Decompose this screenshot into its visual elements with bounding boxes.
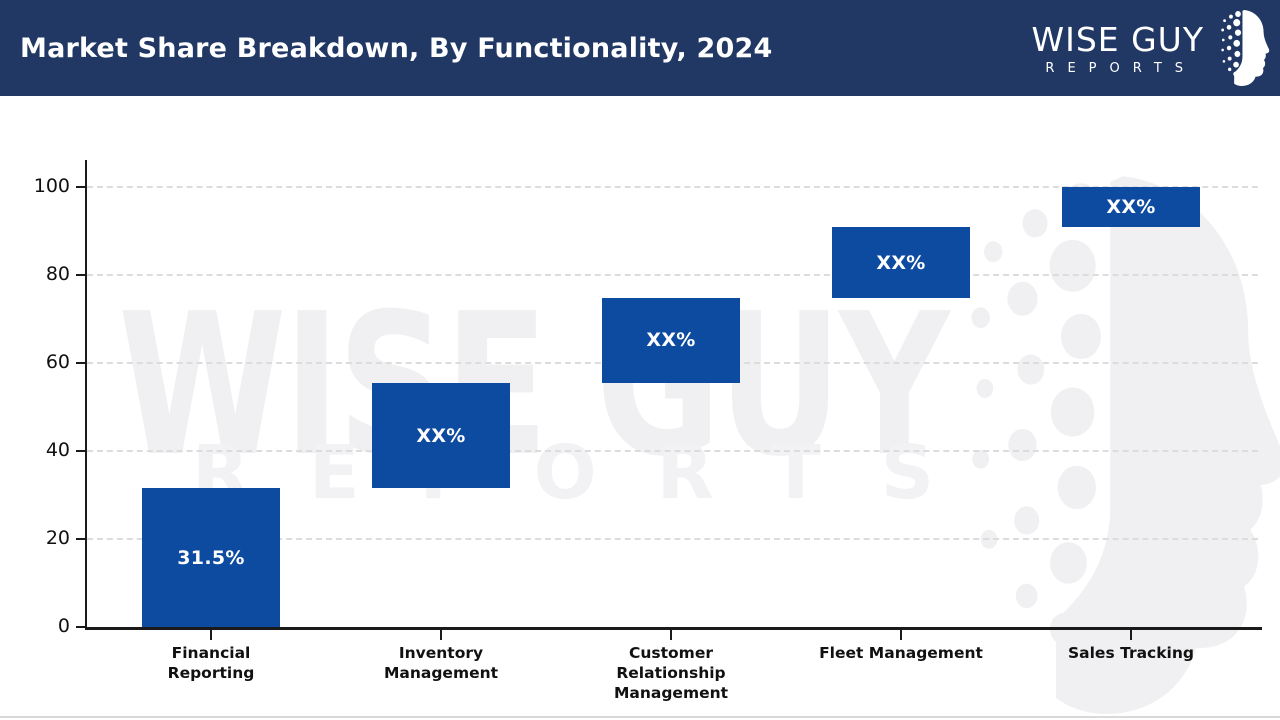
x-tick-4	[900, 630, 902, 640]
bar-value-label: XX%	[416, 424, 466, 447]
x-category-label-line: Relationship	[616, 664, 726, 682]
x-category-label-line: Inventory	[398, 644, 484, 662]
x-category-label-line: Financial	[171, 644, 251, 662]
wise-guy-logo: WISE GUY REPORTS	[1031, 8, 1270, 88]
x-category-label-line: Management	[383, 664, 499, 682]
bar-1: 31.5%	[142, 488, 280, 627]
x-category-label-line: Sales Tracking	[1068, 644, 1194, 662]
y-tick-60	[76, 362, 85, 364]
x-category-label: Customer Relationship Management	[561, 643, 781, 703]
x-tick-5	[1130, 630, 1132, 640]
gridline-40	[87, 450, 1258, 452]
y-tick-label-0: 0	[57, 615, 70, 637]
header-bar: Market Share Breakdown, By Functionality…	[0, 0, 1280, 96]
y-tick-label-40: 40	[45, 439, 70, 461]
logo-wordmark: WISE GUY	[1031, 20, 1204, 59]
bar-5: XX%	[1062, 187, 1200, 228]
bar-2: XX%	[372, 382, 510, 489]
y-axis	[85, 160, 87, 630]
y-tick-100	[76, 186, 85, 188]
x-category-label-line: Reporting	[167, 664, 255, 682]
x-tick-3	[670, 630, 672, 640]
x-category-label: Financial Reporting	[101, 643, 321, 683]
y-tick-20	[76, 538, 85, 540]
gridline-100	[87, 186, 1258, 188]
gridline-20	[87, 538, 1258, 540]
bar-value-label: XX%	[1106, 196, 1156, 219]
bottom-border	[0, 716, 1280, 718]
y-tick-80	[76, 274, 85, 276]
page-title: Market Share Breakdown, By Functionality…	[20, 32, 773, 64]
y-tick-40	[76, 450, 85, 452]
watermark-subtitle: REPORTS	[192, 430, 995, 516]
bar-value-label: XX%	[876, 251, 926, 274]
x-category-label-line: Fleet Management	[819, 644, 983, 662]
watermark-wordmark: WISE GUY	[118, 272, 950, 500]
x-category-label-line: Customer	[628, 644, 713, 662]
x-category-label: Sales Tracking	[1021, 643, 1241, 663]
bar-4: XX%	[832, 227, 970, 298]
logo-text: WISE GUY REPORTS	[1031, 20, 1204, 76]
x-axis	[85, 627, 1262, 630]
bar-value-label: 31.5%	[177, 546, 245, 569]
bar-value-label: XX%	[646, 329, 696, 352]
bar-3: XX%	[602, 297, 740, 383]
x-tick-2	[440, 630, 442, 640]
x-tick-1	[210, 630, 212, 640]
y-tick-label-60: 60	[45, 351, 70, 373]
x-category-label-line: Management	[613, 684, 729, 702]
gridline-80	[87, 274, 1258, 276]
x-category-label: Inventory Management	[331, 643, 551, 683]
x-category-label: Fleet Management	[791, 643, 1011, 663]
y-tick-0	[76, 626, 85, 628]
y-tick-label-100: 100	[33, 175, 70, 197]
y-tick-label-20: 20	[45, 527, 70, 549]
y-tick-label-80: 80	[45, 263, 70, 285]
logo-subtitle: REPORTS	[1045, 61, 1197, 76]
logo-head-icon	[1206, 8, 1270, 88]
